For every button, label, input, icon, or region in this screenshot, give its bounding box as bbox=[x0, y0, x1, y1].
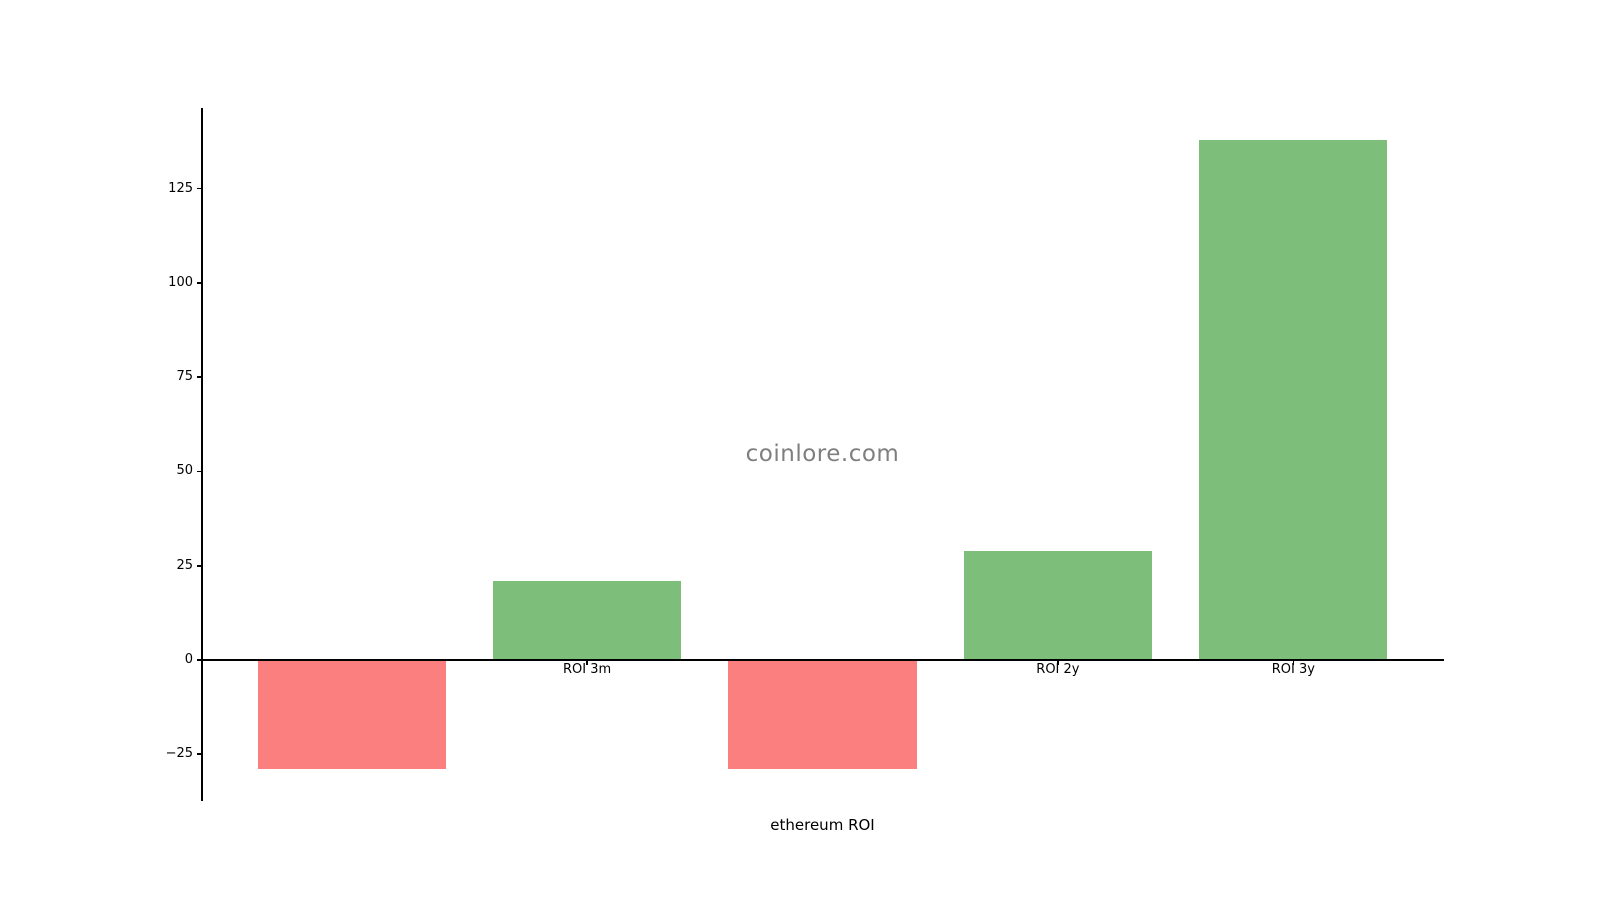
y-tick-mark bbox=[196, 470, 201, 473]
bar bbox=[1199, 139, 1388, 660]
bar bbox=[492, 580, 682, 660]
y-tick-mark bbox=[196, 282, 201, 284]
y-tick-mark bbox=[196, 376, 201, 378]
bar bbox=[728, 659, 917, 770]
y-tick-label: 25 bbox=[176, 557, 193, 573]
y-tick-label: 75 bbox=[176, 369, 193, 385]
y-tick-label: 125 bbox=[168, 180, 193, 196]
watermark: coinlore.com bbox=[745, 440, 900, 467]
y-tick-label: 50 bbox=[176, 463, 193, 479]
x-tick-label: ROI 3m bbox=[562, 661, 612, 677]
x-axis-line bbox=[201, 659, 1444, 661]
x-tick-mark bbox=[1057, 659, 1059, 665]
x-tick-mark bbox=[586, 659, 588, 665]
y-tick-label: 100 bbox=[168, 274, 193, 290]
y-axis-line bbox=[201, 108, 203, 801]
bar bbox=[257, 659, 446, 770]
y-tick-mark bbox=[196, 564, 201, 567]
y-tick-mark bbox=[196, 753, 201, 756]
y-tick-label: −25 bbox=[165, 746, 193, 762]
y-tick-mark bbox=[196, 659, 201, 661]
y-tick-mark bbox=[196, 187, 201, 190]
x-tick-mark bbox=[1292, 659, 1295, 665]
y-tick-label: 0 bbox=[184, 651, 193, 667]
bar bbox=[963, 550, 1153, 660]
x-tick-label: ROI 2y bbox=[1036, 661, 1080, 677]
x-tick-label: ROI 3y bbox=[1271, 661, 1315, 677]
x-axis-title: ethereum ROI bbox=[770, 816, 875, 834]
